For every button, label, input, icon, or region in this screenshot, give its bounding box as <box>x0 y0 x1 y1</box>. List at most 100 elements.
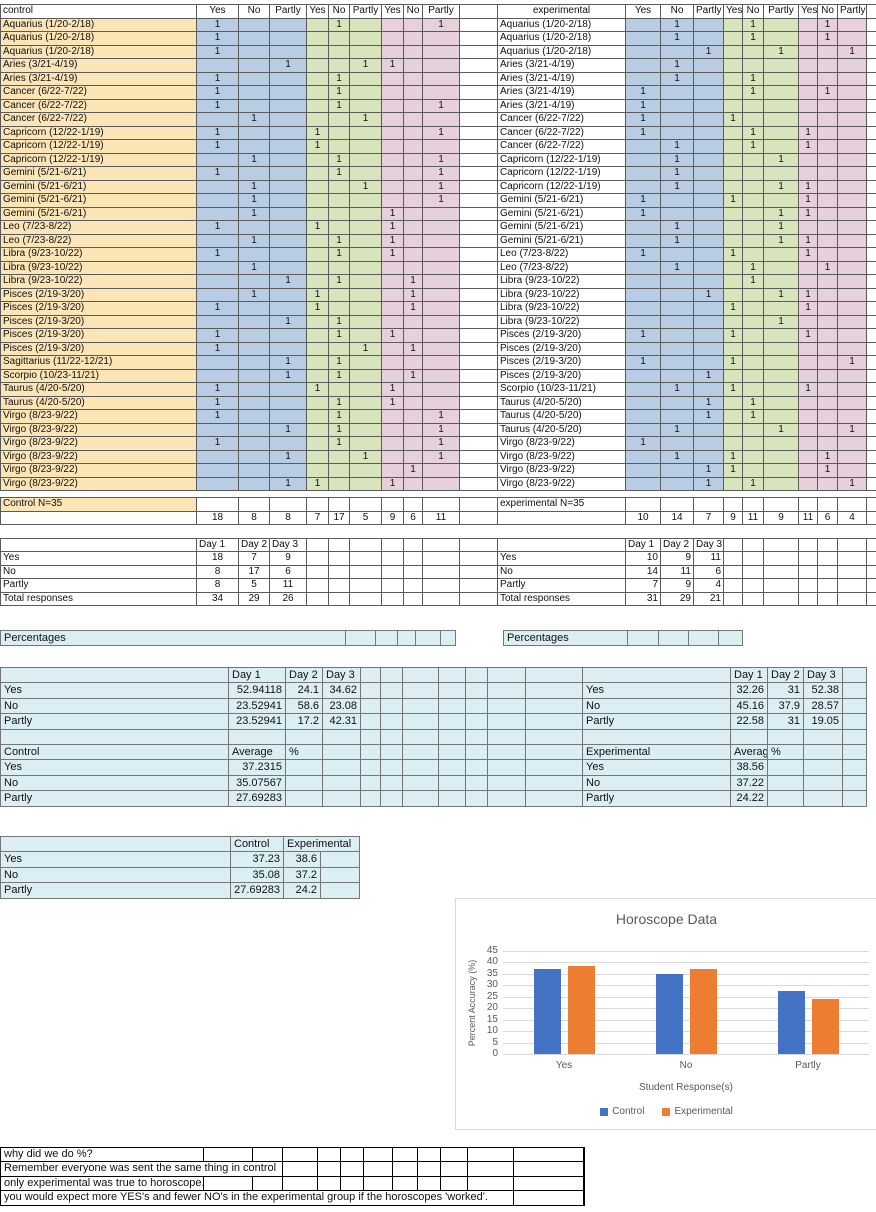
response-header-cell[interactable]: Partly <box>270 5 307 19</box>
spacer-cell[interactable] <box>341 1176 364 1191</box>
spacer-cell[interactable] <box>1 837 231 853</box>
response-cell[interactable]: 1 <box>626 356 661 370</box>
total-cell[interactable]: 7 <box>694 511 724 525</box>
response-cell[interactable]: 1 <box>626 207 661 221</box>
spacer-cell[interactable] <box>460 194 498 208</box>
response-cell[interactable] <box>382 342 404 356</box>
spacer-cell[interactable] <box>867 181 876 194</box>
spacer-cell[interactable] <box>838 592 867 606</box>
pct-cell[interactable]: Partly <box>583 714 731 730</box>
response-cell[interactable] <box>270 32 307 46</box>
response-cell[interactable] <box>661 275 694 289</box>
response-cell[interactable] <box>724 180 743 194</box>
response-cell[interactable] <box>382 302 404 316</box>
pct-cell[interactable] <box>526 729 583 745</box>
spacer-cell[interactable] <box>321 883 360 899</box>
response-cell[interactable]: 1 <box>382 221 404 235</box>
summary-value-cell[interactable]: 29 <box>239 592 270 606</box>
response-cell[interactable] <box>799 86 818 100</box>
response-cell[interactable] <box>626 261 661 275</box>
summary-value-cell[interactable]: 7 <box>239 552 270 566</box>
response-cell[interactable] <box>382 450 404 464</box>
pct-cell[interactable] <box>361 744 381 761</box>
spacer-cell[interactable] <box>867 140 876 154</box>
response-cell[interactable] <box>307 423 329 437</box>
spacer-cell[interactable] <box>404 538 423 552</box>
spacer-cell[interactable] <box>867 370 876 383</box>
pct-cell[interactable] <box>843 760 867 776</box>
pct-cell[interactable]: Yes <box>583 760 731 776</box>
response-cell[interactable] <box>838 383 867 397</box>
pct-cell[interactable] <box>403 714 439 730</box>
response-cell[interactable] <box>382 86 404 100</box>
spacer-cell[interactable] <box>867 593 876 606</box>
spacer-cell[interactable] <box>743 579 764 593</box>
response-cell[interactable] <box>694 302 724 316</box>
response-cell[interactable] <box>838 396 867 410</box>
response-cell[interactable] <box>838 140 867 154</box>
response-cell[interactable] <box>694 315 724 329</box>
day-header-cell[interactable]: Day 2 <box>661 538 694 552</box>
spacer-cell[interactable] <box>799 592 818 606</box>
total-cell[interactable]: 17 <box>329 511 350 525</box>
response-cell[interactable] <box>350 477 382 491</box>
spacer-cell[interactable] <box>867 208 876 221</box>
pct-cell[interactable] <box>403 698 439 715</box>
response-cell[interactable] <box>724 477 743 491</box>
response-cell[interactable] <box>423 464 460 478</box>
comparison-experimental-cell[interactable]: 37.2 <box>284 867 321 884</box>
response-cell[interactable] <box>799 261 818 275</box>
response-cell[interactable]: 1 <box>423 194 460 208</box>
sign-label-cell[interactable]: Gemini (5/21-6/21) <box>1 180 197 194</box>
percentages-label-cell[interactable]: Percentages <box>504 631 628 647</box>
response-cell[interactable] <box>404 99 423 113</box>
response-cell[interactable] <box>270 45 307 59</box>
response-cell[interactable] <box>626 302 661 316</box>
pct-cell[interactable]: Day 2 <box>286 668 323 684</box>
response-cell[interactable]: 1 <box>764 207 799 221</box>
response-cell[interactable] <box>818 207 838 221</box>
response-header-cell[interactable]: Partly <box>764 5 799 19</box>
spacer-cell[interactable] <box>799 552 818 566</box>
spacer-cell[interactable] <box>321 867 360 884</box>
response-cell[interactable] <box>404 59 423 73</box>
spacer-cell[interactable] <box>867 397 876 410</box>
response-cell[interactable] <box>743 45 764 59</box>
note-text-cell[interactable]: why did we do %? <box>1 1148 204 1163</box>
response-cell[interactable] <box>724 221 743 235</box>
sign-label-cell[interactable]: Pisces (2/19-3/20) <box>1 342 197 356</box>
response-cell[interactable] <box>661 302 694 316</box>
sign-label-cell[interactable]: Pisces (2/19-3/20) <box>498 369 626 383</box>
spacer-cell[interactable] <box>460 315 498 329</box>
pct-cell[interactable] <box>439 698 466 715</box>
spacer-cell[interactable] <box>460 498 498 512</box>
spacer-cell[interactable] <box>867 86 876 100</box>
response-cell[interactable] <box>626 59 661 73</box>
summary-value-cell[interactable]: 26 <box>270 592 307 606</box>
response-cell[interactable]: 1 <box>694 464 724 478</box>
response-cell[interactable] <box>818 302 838 316</box>
response-cell[interactable]: 1 <box>239 194 270 208</box>
response-cell[interactable] <box>818 275 838 289</box>
response-cell[interactable] <box>197 423 239 437</box>
response-cell[interactable]: 1 <box>239 261 270 275</box>
response-cell[interactable] <box>724 423 743 437</box>
spacer-cell[interactable] <box>460 86 498 100</box>
response-cell[interactable] <box>694 180 724 194</box>
pct-cell[interactable] <box>804 775 843 792</box>
response-cell[interactable]: 1 <box>197 99 239 113</box>
response-cell[interactable]: 1 <box>743 140 764 154</box>
pct-cell[interactable] <box>488 760 526 776</box>
response-cell[interactable] <box>423 288 460 302</box>
spacer-cell[interactable] <box>867 59 876 73</box>
response-cell[interactable] <box>307 450 329 464</box>
response-cell[interactable] <box>382 437 404 451</box>
response-header-cell[interactable]: Partly <box>350 5 382 19</box>
sign-label-cell[interactable]: Virgo (8/23-9/22) <box>498 464 626 478</box>
spacer-cell[interactable] <box>364 1162 393 1177</box>
spacer-cell[interactable] <box>253 1176 283 1191</box>
response-cell[interactable] <box>694 437 724 451</box>
pct-cell[interactable] <box>286 791 323 807</box>
spacer-cell[interactable] <box>724 592 743 606</box>
response-cell[interactable]: 1 <box>239 180 270 194</box>
